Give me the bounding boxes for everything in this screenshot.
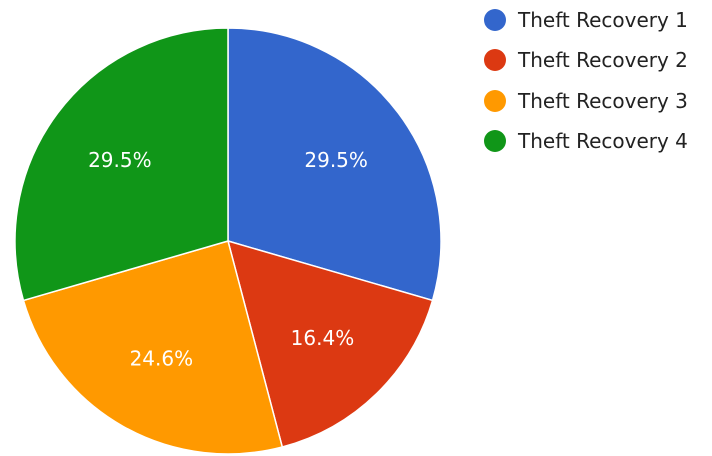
pie-slices: [14, 27, 442, 455]
legend-label-3: Theft Recovery 3: [517, 89, 688, 113]
legend-item-1[interactable]: Theft Recovery 1: [484, 8, 688, 32]
pie-slice-labels: 29.5% 16.4% 24.6% 29.5%: [88, 148, 368, 371]
legend-swatch-2: [484, 49, 506, 71]
pie-slice-1[interactable]: [227, 27, 442, 302]
legend-item-2[interactable]: Theft Recovery 2: [484, 48, 688, 72]
pie-slice-2[interactable]: [226, 239, 434, 448]
slice-percent-label-3: 24.6%: [130, 347, 194, 371]
legend-swatch-3: [484, 90, 506, 112]
legend-swatch-1: [484, 9, 506, 31]
slice-percent-label-2: 16.4%: [291, 326, 355, 350]
legend-item-3[interactable]: Theft Recovery 3: [484, 89, 688, 113]
slice-percent-label-1: 29.5%: [304, 148, 368, 172]
legend-item-4[interactable]: Theft Recovery 4: [484, 129, 688, 153]
legend-label-2: Theft Recovery 2: [517, 48, 688, 72]
chart-legend: Theft Recovery 1 Theft Recovery 2 Theft …: [484, 8, 688, 153]
slice-percent-label-4: 29.5%: [88, 148, 152, 172]
legend-label-1: Theft Recovery 1: [517, 8, 688, 32]
pie-slice-4[interactable]: [14, 27, 229, 302]
legend-swatch-4: [484, 130, 506, 152]
legend-label-4: Theft Recovery 4: [517, 129, 688, 153]
pie-slice-3[interactable]: [22, 240, 284, 455]
